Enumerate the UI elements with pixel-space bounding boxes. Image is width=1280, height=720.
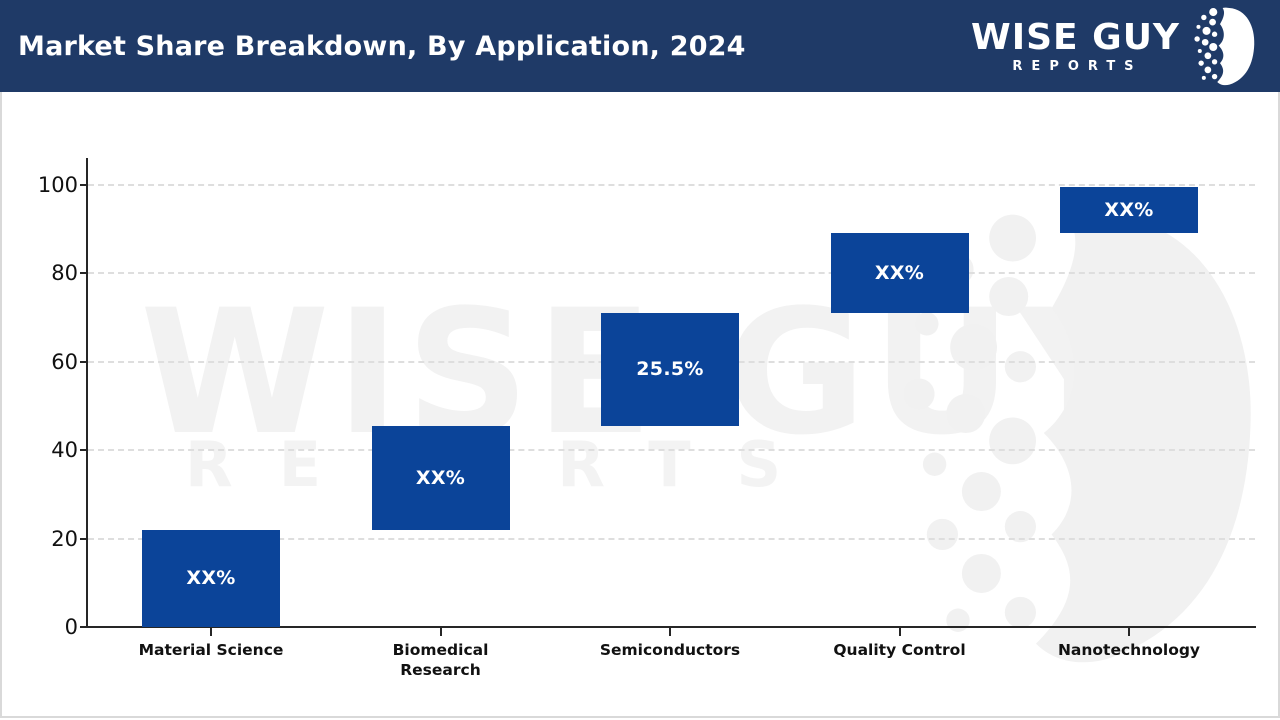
bar-value-label: 25.5% bbox=[636, 358, 704, 381]
x-axis-tick bbox=[439, 628, 442, 636]
bar-value-label: XX% bbox=[1104, 198, 1154, 221]
x-category-label-biomedical-research: Biomedical Research bbox=[392, 641, 489, 680]
y-axis-tick bbox=[80, 183, 88, 186]
y-axis-tick bbox=[80, 360, 88, 363]
y-tick-label: 100 bbox=[37, 172, 78, 197]
header-bar: Market Share Breakdown, By Application, … bbox=[0, 0, 1280, 92]
x-axis-tick bbox=[898, 628, 901, 636]
bar-value-label: XX% bbox=[415, 466, 466, 489]
gridline-80 bbox=[88, 272, 1255, 274]
bar-value-label: XX% bbox=[874, 261, 925, 284]
y-axis-tick bbox=[80, 537, 88, 540]
bar-value-label: XX% bbox=[186, 567, 236, 590]
y-axis-tick bbox=[80, 626, 88, 628]
gridline-100 bbox=[88, 183, 1255, 186]
x-category-label-semiconductors: Semiconductors bbox=[599, 641, 741, 659]
x-category-label-quality-control: Quality Control bbox=[833, 641, 966, 659]
y-axis-line bbox=[86, 158, 88, 628]
logo-subtitle: REPORTS bbox=[1012, 58, 1143, 74]
y-tick-label: 60 bbox=[51, 349, 78, 374]
y-tick-label: 20 bbox=[51, 526, 78, 551]
bar-material-science: XX% bbox=[142, 529, 280, 627]
wiseguy-head-icon bbox=[1194, 7, 1255, 86]
watermark-face-icon bbox=[903, 212, 1251, 663]
gridline-40 bbox=[88, 449, 1255, 451]
bar-quality-control: XX% bbox=[830, 233, 969, 313]
wiseguy-logo: WISE GUY REPORTS bbox=[971, 4, 1266, 88]
bar-nanotechnology: XX% bbox=[1060, 186, 1198, 234]
gridline-20 bbox=[88, 537, 1255, 540]
x-axis-tick bbox=[210, 628, 212, 636]
y-axis-tick bbox=[80, 272, 88, 274]
logo-name: WISE GUY bbox=[970, 16, 1180, 58]
x-category-label-nanotechnology: Nanotechnology bbox=[1057, 641, 1201, 659]
x-axis-line bbox=[86, 626, 1256, 628]
x-axis-tick bbox=[1128, 628, 1130, 636]
y-tick-label: 80 bbox=[51, 261, 78, 285]
y-axis-tick bbox=[80, 449, 88, 451]
chart-title: Market Share Breakdown, By Application, … bbox=[18, 30, 746, 62]
bar-semiconductors: 25.5% bbox=[601, 312, 739, 426]
y-tick-label: 40 bbox=[51, 438, 78, 462]
bar-biomedical-research: XX% bbox=[371, 425, 510, 530]
y-tick-label: 0 bbox=[64, 615, 78, 639]
x-category-label-material-science: Material Science bbox=[138, 641, 284, 659]
x-axis-tick bbox=[669, 628, 671, 636]
